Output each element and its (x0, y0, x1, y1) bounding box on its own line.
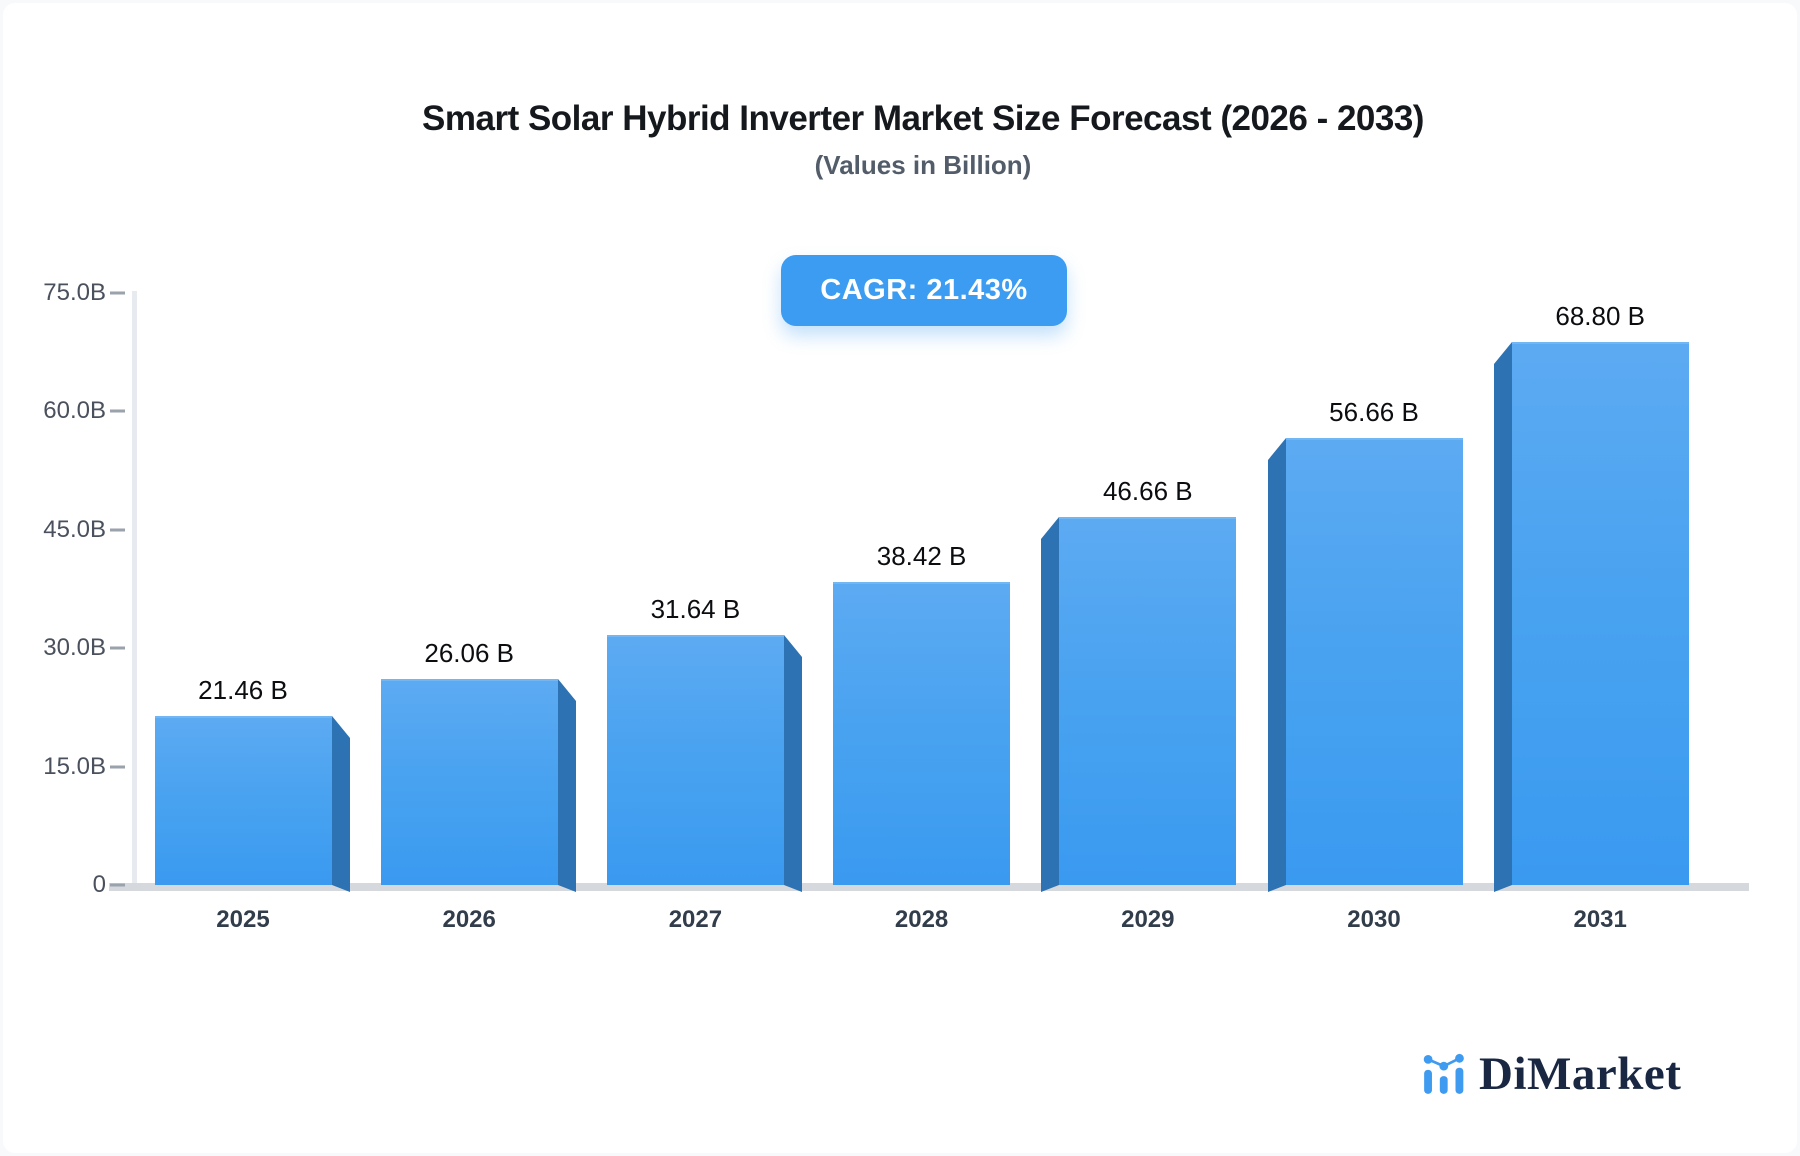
y-tick-mark (110, 646, 125, 650)
bar-3d-side-2030 (1268, 438, 1286, 892)
bar-3d-side-2027 (784, 635, 802, 892)
chart-title: Smart Solar Hybrid Inverter Market Size … (422, 99, 1424, 138)
y-tick-mark (110, 883, 125, 887)
bar-value-label-2025: 21.46 B (198, 675, 288, 705)
x-axis-label-2025: 2025 (216, 906, 270, 933)
bar-value-label-2028: 38.42 B (876, 541, 967, 571)
x-axis-label-2029: 2029 (1121, 906, 1175, 933)
y-tick-label: 60.0B (43, 397, 106, 425)
bar-2028 (833, 582, 1010, 885)
y-tick-mark (110, 765, 125, 769)
dimarket-mini-chart-logo-icon (1423, 1053, 1464, 1094)
bar-2029 (1059, 517, 1236, 885)
bar-2027 (607, 635, 784, 885)
y-tick-label: 15.0B (43, 752, 106, 780)
bar-3d-side-2026 (558, 679, 576, 892)
x-axis-label-2026: 2026 (442, 906, 496, 933)
x-axis-label-2027: 2027 (668, 906, 723, 933)
brand-name: DiMarket (1479, 1048, 1682, 1100)
bar-value-label-2030: 56.66 B (1329, 397, 1419, 427)
bar-3d-side-2031 (1494, 342, 1512, 892)
chart-subtitle: (Values in Billion) (814, 150, 1032, 180)
y-tick-label: 75.0B (43, 279, 106, 306)
y-tick-label: 30.0B (43, 634, 106, 662)
bar-value-label-2029: 46.66 B (1102, 476, 1193, 506)
chart-card: Smart Solar Hybrid Inverter Market Size … (3, 3, 1797, 1153)
bar-2025 (155, 716, 332, 885)
x-axis-baseline (109, 883, 1749, 891)
y-tick-mark (110, 528, 125, 532)
y-axis-line (132, 291, 137, 885)
bar-2026 (381, 679, 558, 885)
y-tick-label: 0 (92, 871, 106, 898)
cagr-badge: CAGR: 21.43% (781, 255, 1067, 326)
cagr-badge-label: CAGR: 21.43% (820, 274, 1028, 306)
bar-chart-plot-area: 0 15.0B 30.0B 45.0B 60.0B 75.0B 21.46 B 2025 26.… (3, 3, 1797, 1153)
x-axis-label-2028: 2028 (894, 906, 949, 933)
bar-value-label-2031: 68.80 B (1555, 301, 1645, 331)
x-axis-label-2031: 2031 (1573, 906, 1627, 933)
y-tick-label: 45.0B (43, 515, 106, 543)
bar-value-label-2027: 31.64 B (650, 594, 741, 624)
brand-logo: DiMarket (1421, 1047, 1681, 1101)
y-tick-mark (110, 409, 125, 413)
x-axis-label-2030: 2030 (1347, 906, 1401, 933)
y-tick-mark (110, 291, 125, 295)
bar-3d-side-2029 (1041, 517, 1059, 892)
bar-2031 (1512, 342, 1689, 885)
bar-3d-side-2025 (332, 716, 350, 892)
bar-2030 (1286, 438, 1463, 885)
bar-value-label-2026: 26.06 B (424, 638, 514, 668)
